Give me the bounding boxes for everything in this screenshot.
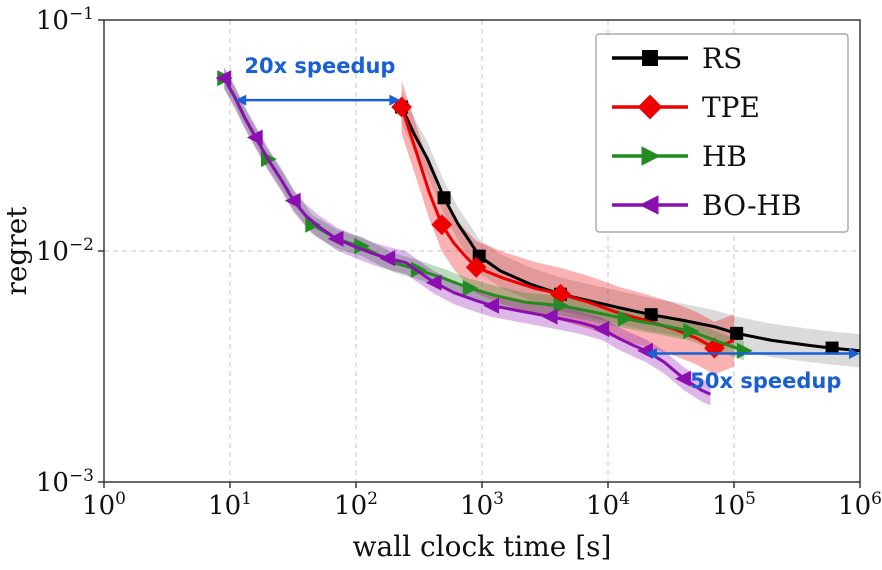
marker-HB xyxy=(305,216,322,233)
marker-BO-HB xyxy=(246,129,263,146)
marker-HB xyxy=(683,323,700,340)
band-RS xyxy=(401,90,860,368)
annotation-text: 50x speedup xyxy=(690,369,841,393)
marker-BO-HB xyxy=(327,230,344,247)
y-axis-label: regret xyxy=(0,206,33,296)
y-tick-label: 10−1 xyxy=(36,4,94,36)
marker-RS xyxy=(437,191,451,205)
x-tick-label: 100 xyxy=(82,489,126,521)
arrowhead-right-icon xyxy=(849,347,860,359)
marker-RS xyxy=(644,308,658,322)
marker-BO-HB xyxy=(284,192,301,209)
x-axis-label: wall clock time [s] xyxy=(353,530,612,563)
marker-BO-HB xyxy=(425,274,442,291)
legend: RS TPE HB BO-HB xyxy=(595,33,849,233)
marker-BO-HB xyxy=(215,70,232,87)
arrowhead-left-icon xyxy=(235,94,247,106)
marker-HB xyxy=(736,342,753,359)
legend-marker-BO-HB xyxy=(639,195,659,215)
x-tick-label: 106 xyxy=(838,489,882,521)
marker-BO-HB xyxy=(379,250,396,267)
marker-TPE xyxy=(465,256,487,278)
legend-label: RS xyxy=(702,42,742,75)
line-TPE xyxy=(400,106,735,350)
legend-box xyxy=(595,33,849,233)
x-tick-label: 105 xyxy=(712,489,756,521)
marker-BO-HB xyxy=(675,370,691,387)
legend-marker-TPE xyxy=(637,94,663,120)
marker-TPE xyxy=(431,214,453,236)
marker-HB xyxy=(354,238,370,255)
band-BO-HB xyxy=(224,66,711,406)
legend-marker-HB xyxy=(641,146,661,166)
y-tick-label: 10−3 xyxy=(36,466,94,498)
x-tick-label: 103 xyxy=(460,489,504,521)
arrowhead-right-icon xyxy=(389,94,401,106)
marker-HB xyxy=(410,261,427,278)
legend-label: BO-HB xyxy=(702,189,802,222)
marker-BO-HB xyxy=(541,308,558,325)
marker-BO-HB xyxy=(593,320,610,337)
x-tick-label: 104 xyxy=(586,489,630,521)
legend-entry-HB: HB xyxy=(612,140,747,173)
marker-BO-HB xyxy=(483,297,499,314)
legend-entry-RS: RS xyxy=(612,42,742,75)
annotation-2: 50x speedup xyxy=(645,347,860,393)
legend-entry-TPE: TPE xyxy=(612,91,760,124)
annotation-1: 20x speedup xyxy=(235,54,401,106)
y-tick-label: 10−2 xyxy=(36,235,94,267)
legend-entry-BO-HB: BO-HB xyxy=(612,189,802,222)
line-BO-HB xyxy=(222,77,712,396)
legend-label: TPE xyxy=(702,91,760,124)
legend-marker-RS xyxy=(642,50,658,66)
annotation-text: 20x speedup xyxy=(244,54,395,78)
arrowhead-left-icon xyxy=(645,347,657,359)
marker-RS xyxy=(730,326,744,340)
band-TPE xyxy=(401,80,734,375)
marker-RS xyxy=(825,341,839,355)
marker-HB xyxy=(617,310,634,327)
marker-HB xyxy=(462,280,479,297)
x-tick-label: 101 xyxy=(208,489,252,521)
legend-label: HB xyxy=(702,140,747,173)
x-tick-label: 102 xyxy=(334,489,378,521)
